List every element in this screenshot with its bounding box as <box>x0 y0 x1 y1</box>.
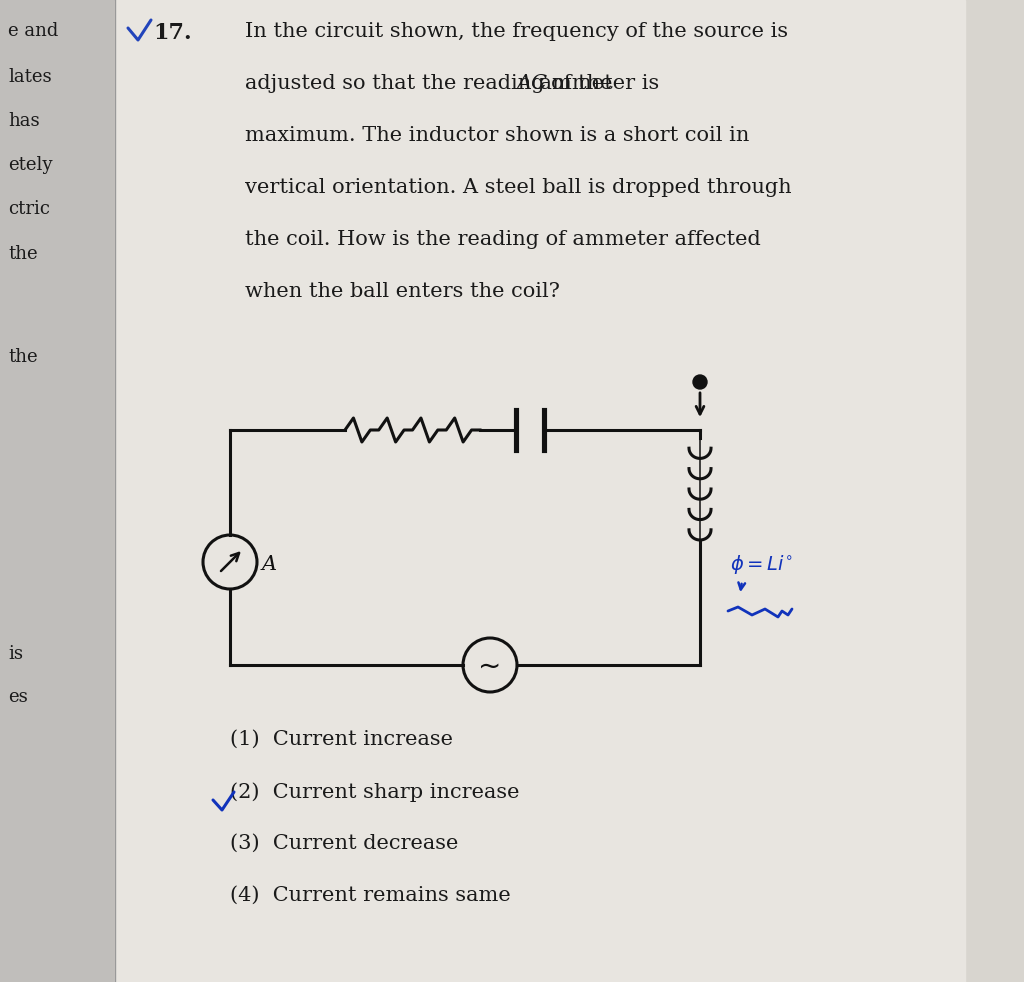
Text: In the circuit shown, the frequency of the source is: In the circuit shown, the frequency of t… <box>245 22 788 41</box>
Text: lates: lates <box>8 68 51 86</box>
Text: AC: AC <box>517 74 548 93</box>
Text: 17.: 17. <box>153 22 191 44</box>
Text: the: the <box>8 348 38 366</box>
Circle shape <box>693 375 707 389</box>
Text: the coil. How is the reading of ammeter affected: the coil. How is the reading of ammeter … <box>245 230 761 249</box>
Text: e and: e and <box>8 22 58 40</box>
Text: ~: ~ <box>478 653 502 681</box>
Text: adjusted so that the reading of the: adjusted so that the reading of the <box>245 74 620 93</box>
Text: (4)  Current remains same: (4) Current remains same <box>230 886 511 905</box>
Text: has: has <box>8 112 40 130</box>
Text: is: is <box>8 645 23 663</box>
Text: (2)  Current sharp increase: (2) Current sharp increase <box>230 782 519 801</box>
Text: etely: etely <box>8 156 52 174</box>
Text: vertical orientation. A steel ball is dropped through: vertical orientation. A steel ball is dr… <box>245 178 792 197</box>
Text: $\phi = Li^{\circ}$: $\phi = Li^{\circ}$ <box>730 554 793 576</box>
Text: ctric: ctric <box>8 200 50 218</box>
Text: A: A <box>262 555 278 573</box>
Text: when the ball enters the coil?: when the ball enters the coil? <box>245 282 560 301</box>
Text: maximum. The inductor shown is a short coil in: maximum. The inductor shown is a short c… <box>245 126 750 145</box>
Bar <box>0 0 115 982</box>
Text: es: es <box>8 688 28 706</box>
Text: (3)  Current decrease: (3) Current decrease <box>230 834 459 853</box>
Bar <box>115 0 965 982</box>
Bar <box>115 0 1024 982</box>
Text: the: the <box>8 245 38 263</box>
Text: ammeter is: ammeter is <box>532 74 659 93</box>
Text: (1)  Current increase: (1) Current increase <box>230 730 453 749</box>
